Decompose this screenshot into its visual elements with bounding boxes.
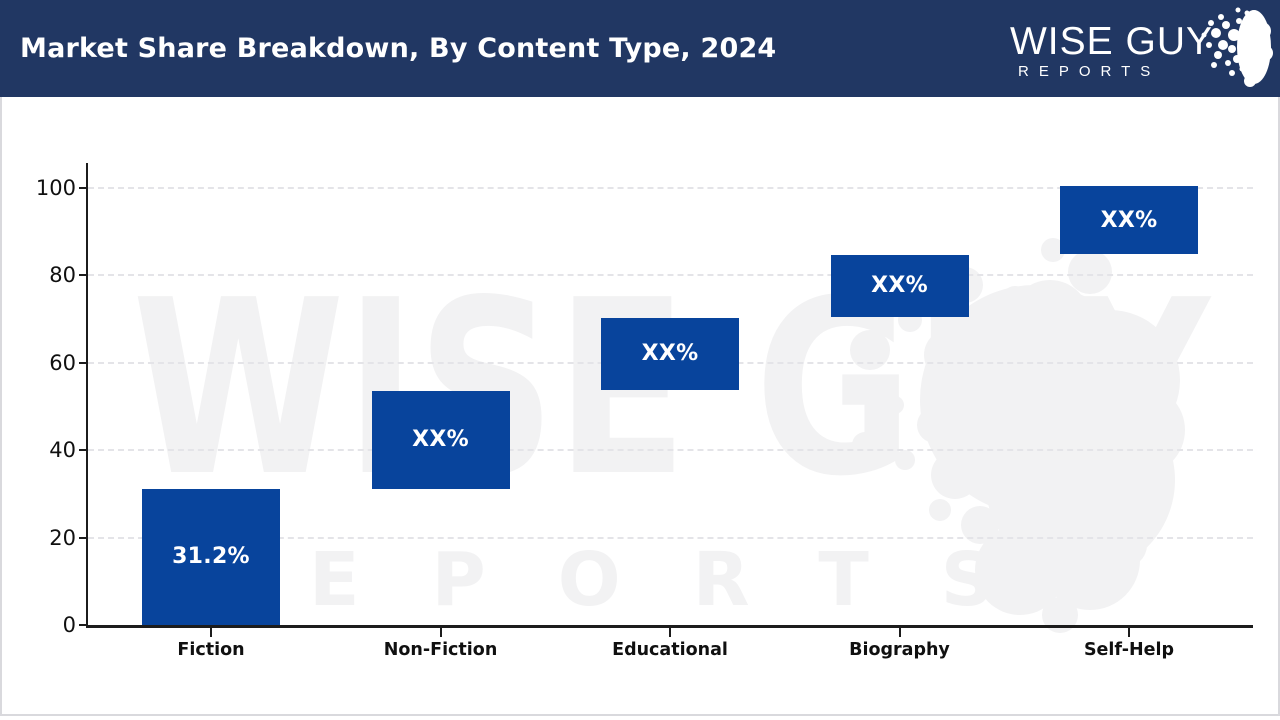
x-tick-label: Non-Fiction [383,640,498,660]
bar-label: XX% [412,427,469,453]
y-tick [79,361,88,364]
x-tick [669,628,671,637]
grid-line [88,274,1253,276]
x-tick [1128,628,1130,637]
x-tick-label: Educational [612,640,728,660]
y-axis [86,163,88,628]
x-tick [898,628,901,637]
brand-name: WISE GUY [1010,20,1213,63]
bar-label: 31.2% [172,544,250,570]
x-tick-label: Fiction [177,640,245,660]
y-tick-label: 100 [35,175,76,200]
bar: XX% [371,390,510,489]
bar-label: XX% [1100,207,1158,233]
brand-head-icon [1201,7,1273,87]
bar-label: XX% [641,341,699,367]
y-tick-label: 80 [49,263,76,287]
y-tick-label: 60 [49,350,76,375]
brand-logo: WISE GUY REPORTS [1010,7,1273,87]
x-tick [439,628,442,637]
frame-right-line [1278,97,1280,716]
x-tick [210,628,212,637]
x-tick-label: Self-Help [1083,640,1175,660]
bar-label: XX% [871,273,928,299]
y-tick-label: 20 [49,525,76,550]
y-tick [79,186,88,189]
y-tick [79,536,88,539]
page-title: Market Share Breakdown, By Content Type,… [20,33,777,64]
frame-left-line [0,97,2,716]
bar: XX% [1060,186,1198,254]
bar: 31.2% [142,488,280,625]
brand-tagline: REPORTS [1018,63,1160,80]
bar: XX% [601,317,739,390]
x-tick-label: Biography [849,640,950,660]
header-bar: Market Share Breakdown, By Content Type,… [0,0,1280,97]
x-axis [88,625,1253,628]
y-tick [79,449,88,451]
y-tick [79,624,88,626]
y-tick [79,274,88,276]
grid-line [88,536,1253,539]
grid-line [88,449,1253,451]
bar: XX% [830,255,969,317]
y-tick-label: 40 [49,438,76,462]
frame-bottom-line [0,714,1280,716]
y-tick-label: 0 [62,613,76,637]
grid-line [88,186,1253,189]
